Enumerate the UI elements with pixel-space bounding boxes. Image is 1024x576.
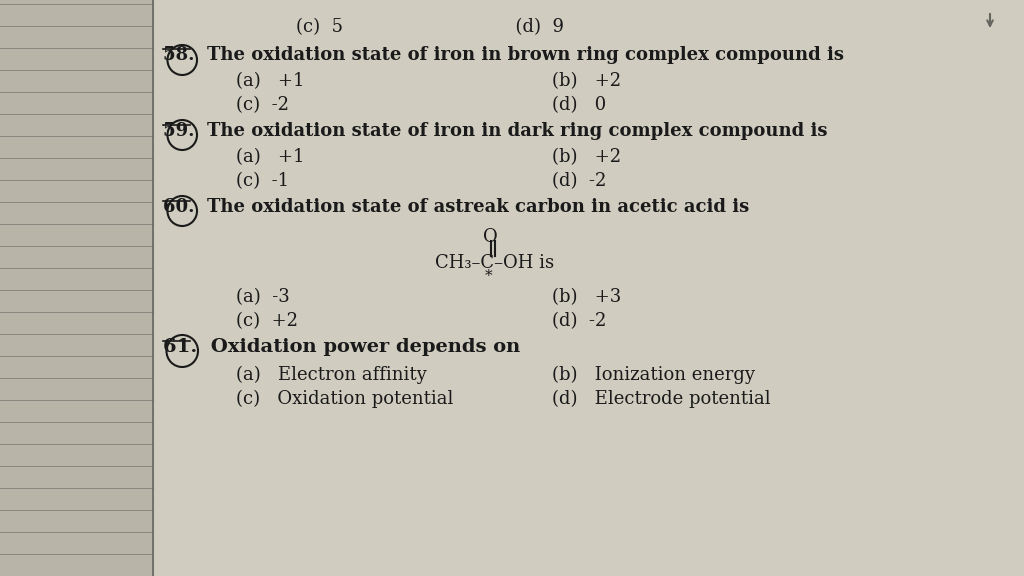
Text: (c)  -2: (c) -2 [237, 96, 290, 114]
Text: (c)  5                              (d)  9: (c) 5 (d) 9 [296, 18, 563, 36]
Text: 60.  The oxidation state of astreak carbon in acetic acid is: 60. The oxidation state of astreak carbo… [163, 198, 749, 216]
Text: 59.  The oxidation state of iron in dark ring complex compound is: 59. The oxidation state of iron in dark … [163, 122, 827, 140]
Text: (d)  -2: (d) -2 [552, 172, 606, 190]
Text: (a)  -3: (a) -3 [237, 288, 290, 306]
Text: (c)  +2: (c) +2 [237, 312, 298, 330]
Text: CH₃–C–OH is: CH₃–C–OH is [435, 254, 555, 272]
Text: (b)   +3: (b) +3 [552, 288, 621, 306]
Text: O: O [482, 228, 498, 246]
Text: (a)   +1: (a) +1 [237, 72, 305, 90]
Text: (c)  -1: (c) -1 [237, 172, 290, 190]
Text: (a)   +1: (a) +1 [237, 148, 305, 166]
Text: *: * [484, 269, 493, 283]
Text: (b)   +2: (b) +2 [552, 148, 621, 166]
Text: 61.  Oxidation power depends on: 61. Oxidation power depends on [163, 338, 520, 356]
Text: (b)   Ionization energy: (b) Ionization energy [552, 366, 755, 384]
Text: (c)   Oxidation potential: (c) Oxidation potential [237, 390, 454, 408]
Text: 58.  The oxidation state of iron in brown ring complex compound is: 58. The oxidation state of iron in brown… [163, 46, 844, 64]
Text: (d)   0: (d) 0 [552, 96, 606, 114]
Text: (d)  -2: (d) -2 [552, 312, 606, 330]
Text: (b)   +2: (b) +2 [552, 72, 621, 90]
Text: (a)   Electron affinity: (a) Electron affinity [237, 366, 427, 384]
Bar [0, 0, 153, 576]
Text: (d)   Electrode potential: (d) Electrode potential [552, 390, 770, 408]
